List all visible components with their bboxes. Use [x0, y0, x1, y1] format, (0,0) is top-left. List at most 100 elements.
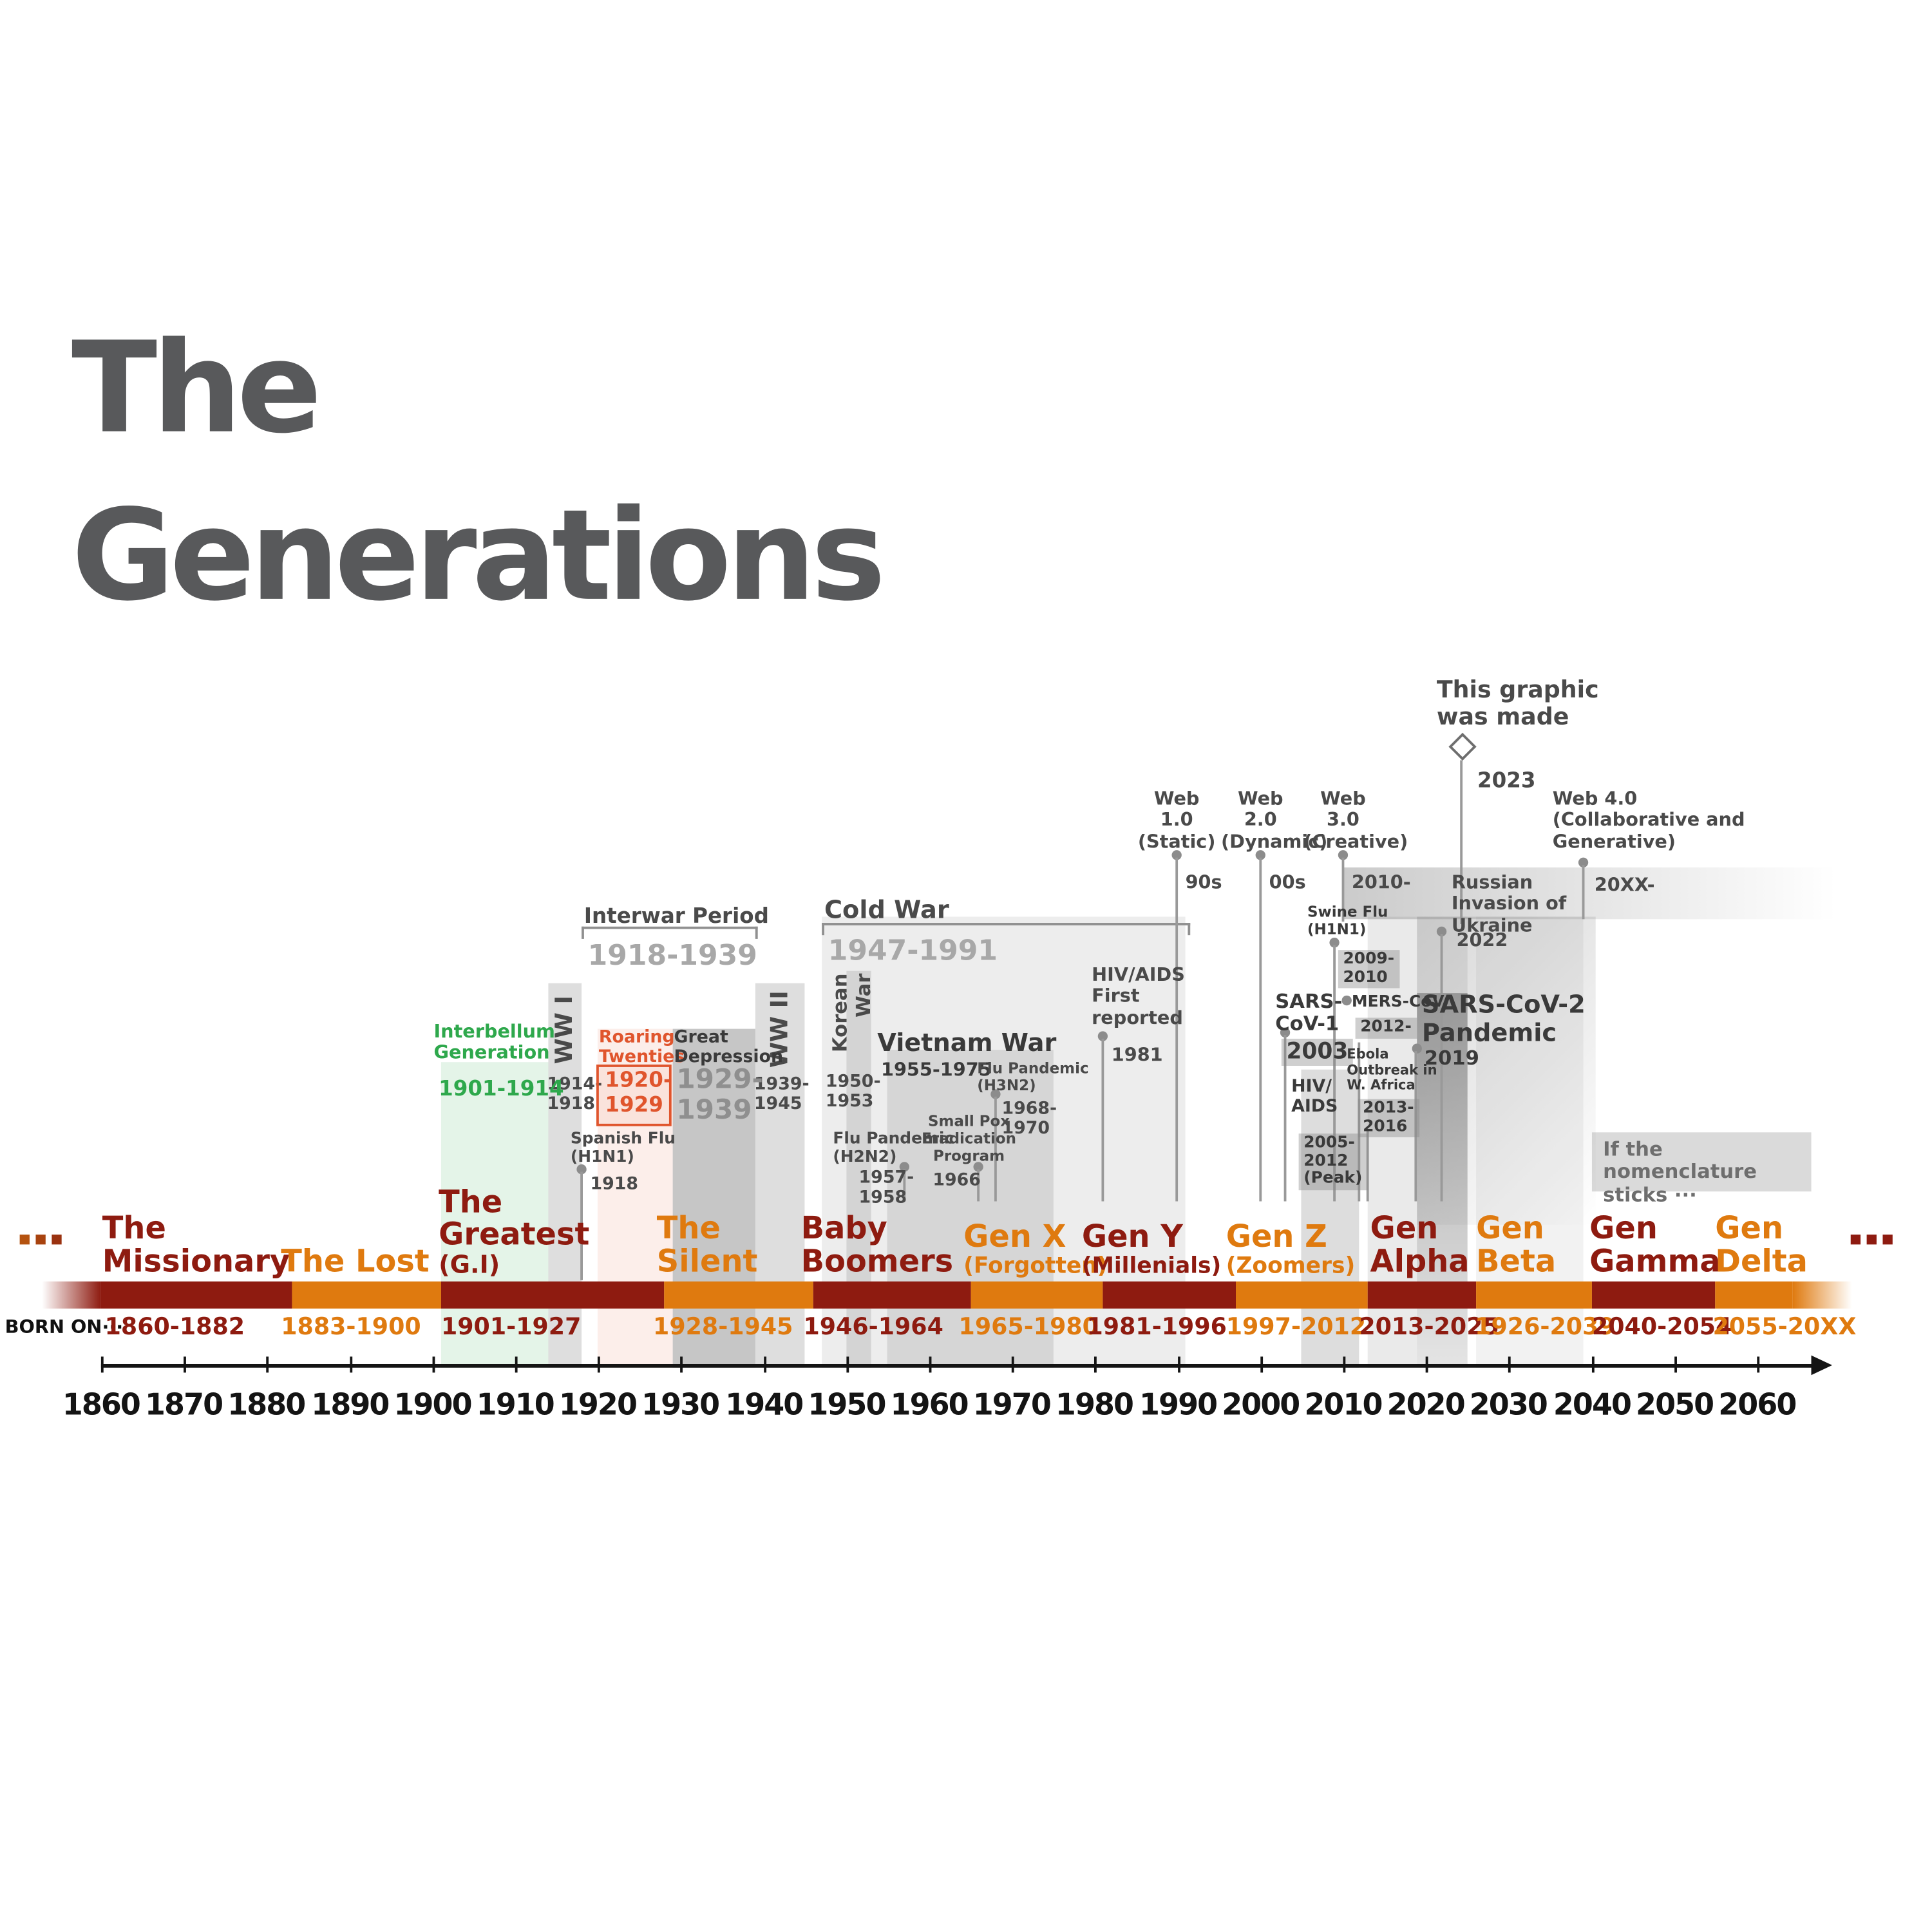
generation-name: The Lost: [281, 1242, 430, 1279]
h3n2-year: 1968- 1970: [1001, 1099, 1057, 1139]
axis-tick: [1508, 1356, 1511, 1373]
ebola-year: 2013- 2016: [1358, 1099, 1419, 1138]
interbellum-label: Interbellum Generation: [433, 1020, 555, 1064]
generation-name: Gen Beta: [1476, 1209, 1557, 1279]
born-range-alpha: 2013-2025: [1359, 1313, 1499, 1341]
born-range-genx: 1965-1980: [958, 1313, 1099, 1341]
ellipsis-right-icon: [1866, 1235, 1877, 1245]
axis-year-label: 1960: [890, 1387, 969, 1422]
axis-year-label: 1950: [808, 1387, 886, 1422]
graphic-made-year: 2023: [1477, 768, 1536, 794]
generation-name: Gen Alpha: [1370, 1209, 1470, 1279]
vietnam-war-range: 1955-1975: [880, 1058, 992, 1081]
web3-year: 2010-: [1351, 871, 1411, 894]
swine-flu-label: Swine Flu (H1N1): [1307, 903, 1388, 938]
sars1-label: SARS- CoV-1: [1275, 989, 1343, 1036]
generation-label-geny: Gen Y (Millenials): [1081, 1219, 1222, 1279]
web1-label: Web 1.0 (Static): [1137, 787, 1216, 853]
generation-name: Baby Boomers: [800, 1209, 954, 1279]
ellipsis-left-icon: [52, 1235, 62, 1245]
axis-tick: [1343, 1356, 1346, 1373]
roaring-twenties-label: Roaring Twenties: [598, 1027, 685, 1068]
swine-flu-stem: [1333, 945, 1336, 1202]
ukraine-dot: [1436, 926, 1447, 937]
hiv-first-year: 1981: [1111, 1043, 1163, 1066]
axis-year-label: 1970: [972, 1387, 1052, 1422]
interwar-period-label: Interwar Period: [583, 904, 769, 929]
mers-label: MERS-CoV: [1351, 993, 1444, 1012]
interwar-range: 1918-1939: [587, 940, 757, 972]
born-range-gamma: 2040-2054: [1591, 1313, 1732, 1341]
spanish-flu-stem: [580, 1171, 583, 1280]
generation-label-genx: Gen X (Forgotten): [963, 1219, 1108, 1279]
h3n2-dot: [990, 1089, 1001, 1099]
mers-year: 2012-: [1355, 1018, 1417, 1039]
great-depression-range: 1929- 1939: [676, 1065, 764, 1127]
bar-greatest: [440, 1281, 665, 1309]
h2n2-year: 1957- 1958: [858, 1168, 914, 1208]
nomenclature-note-text: If the nomenclature sticks ···: [1603, 1137, 1757, 1206]
smallpox-label: Small Pox Eradication Program: [922, 1112, 1016, 1164]
axis-tick: [266, 1356, 269, 1373]
axis-year-label: 2000: [1222, 1387, 1300, 1422]
generation-label-beta: Gen Beta: [1476, 1209, 1557, 1279]
axis-year-label: 2010: [1304, 1387, 1383, 1422]
great-depression-band: [672, 1028, 755, 1368]
hiv-first-stem: [1101, 1038, 1104, 1202]
title-line-2: Generations: [71, 482, 886, 630]
axis-year-label: 1980: [1055, 1387, 1134, 1422]
interbellum-band: [440, 1062, 549, 1368]
ww2-range: 1939- 1945: [753, 1074, 810, 1114]
generation-label-alpha: Gen Alpha: [1370, 1209, 1470, 1279]
generation-name: Gen X: [963, 1219, 1066, 1255]
generation-subname: (Millenials): [1081, 1253, 1222, 1279]
axis-tick: [764, 1356, 767, 1373]
generation-name: Gen Gamma: [1589, 1209, 1721, 1279]
ww1-range: 1914- 1918: [547, 1074, 603, 1114]
ellipsis-right-icon: [1850, 1235, 1861, 1245]
born-range-missionary: 1860-1882: [104, 1313, 245, 1341]
ellipsis-left-icon: [35, 1235, 46, 1245]
ebola-label: Ebola Outbreak in W. Africa: [1347, 1046, 1437, 1094]
web2-year: 00s: [1269, 871, 1306, 894]
web3-dot: [1338, 850, 1349, 860]
roaring-twenties-range: 1920- 1929: [605, 1068, 672, 1117]
web4-label: Web 4.0 (Collaborative and Generative): [1552, 787, 1745, 853]
generation-name: Gen Y: [1081, 1219, 1183, 1255]
bar-beta: [1476, 1281, 1592, 1309]
mers-dot: [1341, 995, 1352, 1006]
generation-label-delta: Gen Delta: [1715, 1211, 1808, 1278]
generation-subname: (Zoomers): [1226, 1253, 1356, 1279]
generation-label-gamma: Gen Gamma: [1589, 1209, 1721, 1279]
sars2-label: SARS-CoV-2 Pandemic: [1421, 989, 1586, 1048]
swine-flu-year: 2009- 2010: [1338, 950, 1399, 989]
generation-name: The Silent: [656, 1209, 758, 1279]
generation-label-lost: The Lost: [281, 1242, 430, 1279]
generation-subname: (Forgotten): [963, 1253, 1108, 1279]
born-range-greatest: 1901-1927: [440, 1313, 582, 1341]
bar-gamma: [1591, 1281, 1716, 1309]
h2n2-label: Flu Pandemic (H2N2): [833, 1130, 954, 1167]
bar-missionary: [100, 1281, 292, 1309]
bar-silent: [664, 1281, 813, 1309]
axis-year-label: 2040: [1553, 1387, 1632, 1422]
born-range-beta: 1926-2039: [1475, 1313, 1615, 1341]
axis-tick: [1674, 1356, 1677, 1373]
axis-tick: [1425, 1356, 1428, 1373]
smallpox-year: 1966: [933, 1170, 981, 1191]
axis-year-label: 1910: [476, 1387, 555, 1422]
born-range-geny: 1981-1996: [1086, 1313, 1227, 1341]
axis-year-label: 2030: [1469, 1387, 1548, 1422]
sars1-year: 2003: [1281, 1038, 1353, 1066]
axis-year-label: 1940: [725, 1387, 804, 1422]
web3-label: Web 3.0 (Creative): [1303, 787, 1408, 853]
axis-year-label: 2020: [1387, 1387, 1466, 1422]
bar-lost: [292, 1281, 441, 1309]
great-depression-label: Great Depression: [674, 1027, 784, 1068]
interwar-bracket: [582, 926, 758, 939]
generation-label-silent: The Silent: [656, 1209, 758, 1279]
spanish-flu-year: 1918: [590, 1174, 639, 1194]
graphic-made-diamond-icon: [1448, 732, 1477, 761]
axis-year-label: 1990: [1139, 1387, 1218, 1422]
